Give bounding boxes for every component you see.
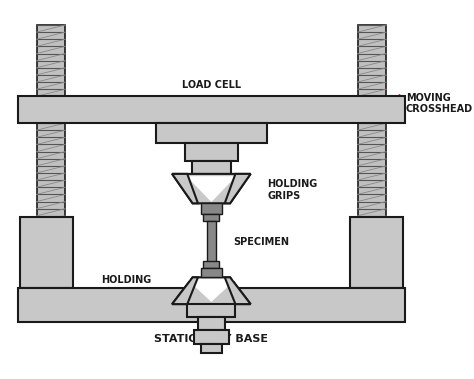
- Text: SPECIMEN: SPECIMEN: [234, 236, 290, 247]
- Bar: [18, 288, 405, 322]
- Polygon shape: [225, 174, 251, 203]
- Polygon shape: [172, 174, 251, 203]
- Bar: [201, 344, 222, 353]
- Text: HOLDING
GRIPS: HOLDING GRIPS: [267, 179, 318, 201]
- Polygon shape: [187, 279, 236, 301]
- Polygon shape: [187, 177, 236, 202]
- Bar: [36, 25, 65, 96]
- Text: LOAD CELL: LOAD CELL: [182, 80, 241, 90]
- Bar: [201, 203, 222, 214]
- Bar: [207, 221, 216, 266]
- Bar: [203, 214, 219, 221]
- Polygon shape: [172, 277, 251, 304]
- Bar: [357, 25, 386, 96]
- Text: MOVING
CROSSHEAD: MOVING CROSSHEAD: [406, 92, 473, 114]
- Bar: [357, 123, 386, 288]
- Bar: [191, 161, 231, 174]
- Bar: [203, 261, 219, 268]
- Bar: [19, 217, 73, 288]
- Text: HOLDING
GRIPS: HOLDING GRIPS: [101, 276, 152, 297]
- Bar: [193, 330, 229, 344]
- Bar: [201, 268, 222, 277]
- Polygon shape: [225, 277, 251, 304]
- Polygon shape: [172, 174, 198, 203]
- Bar: [156, 123, 267, 143]
- Bar: [36, 123, 65, 288]
- Bar: [198, 318, 225, 330]
- Bar: [18, 96, 405, 123]
- Polygon shape: [172, 277, 198, 304]
- Bar: [187, 304, 236, 318]
- Bar: [349, 217, 403, 288]
- Bar: [184, 143, 238, 161]
- Text: STATIONARY BASE: STATIONARY BASE: [155, 334, 268, 344]
